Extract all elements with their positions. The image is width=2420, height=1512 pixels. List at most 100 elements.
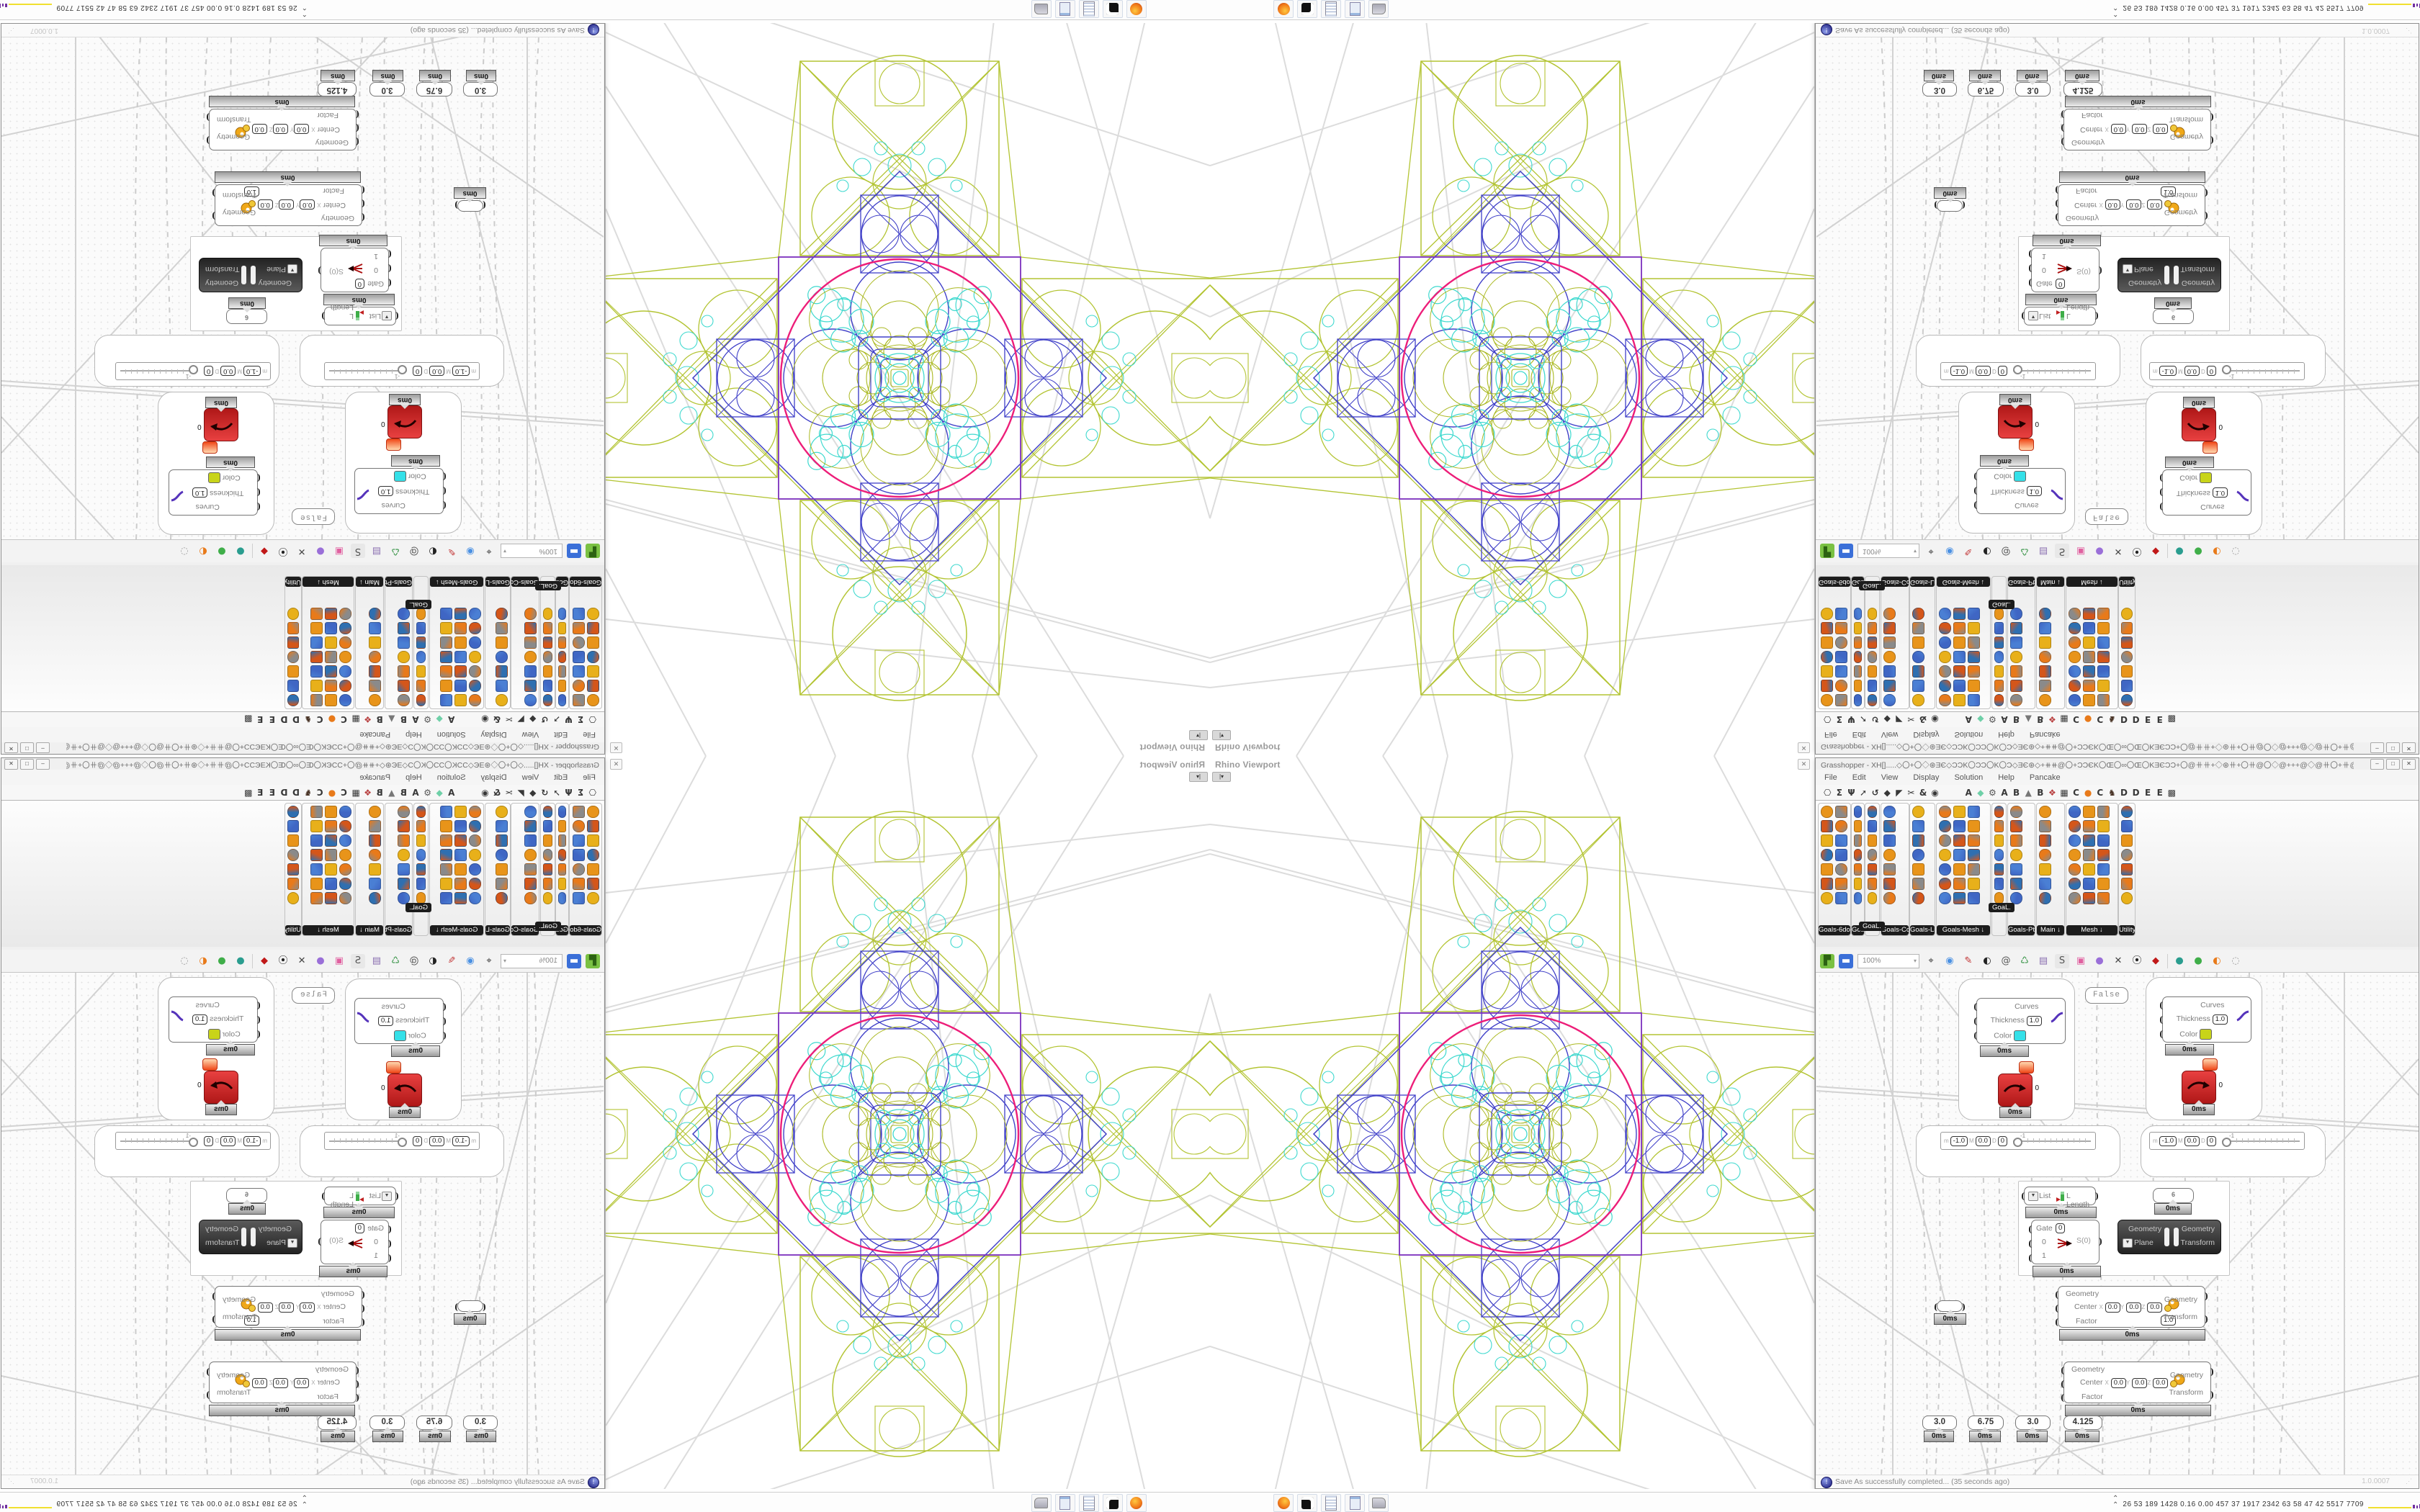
component-icon[interactable] <box>398 878 410 890</box>
component-icon[interactable] <box>1968 892 1980 904</box>
component-icon[interactable] <box>1912 665 1924 678</box>
component-icon[interactable] <box>1968 820 1980 832</box>
selection-circle-icon[interactable]: ◌ <box>180 955 189 966</box>
tab-plugin-14[interactable]: D <box>280 714 288 725</box>
tab-standard-0[interactable]: ⎔ <box>588 714 596 725</box>
search-icon[interactable]: S <box>2055 544 2069 559</box>
panel-label-Goals-6dof[interactable]: Goals-6dof <box>1819 925 1850 935</box>
component-icon[interactable] <box>2097 651 2110 663</box>
component-icon[interactable] <box>454 820 467 832</box>
component-icon[interactable] <box>543 694 552 706</box>
component-icon[interactable] <box>1883 636 1896 649</box>
tab-standard-7[interactable]: ✂ <box>505 787 513 798</box>
component-icon[interactable] <box>1994 622 2004 634</box>
tab-standard-0[interactable]: ⎔ <box>588 787 596 798</box>
component-icon[interactable] <box>2010 680 2022 692</box>
preview-mode-icon[interactable]: ◐ <box>429 955 437 966</box>
dna-icon[interactable]: ✕ <box>297 546 306 557</box>
component-icon[interactable] <box>454 694 467 706</box>
menu-item-pancake[interactable]: Pancake <box>2029 773 2061 782</box>
menu-item-edit[interactable]: Edit <box>554 730 568 739</box>
tab-standard-7[interactable]: ✂ <box>505 714 513 725</box>
component-icon[interactable] <box>398 820 410 832</box>
input-notch[interactable] <box>2056 199 2062 207</box>
component-icon[interactable] <box>310 636 323 649</box>
component-icon[interactable] <box>369 622 381 634</box>
number-slider[interactable]: m -1.0 M 0.0 D 0 -1 <box>115 362 271 380</box>
component-icon[interactable] <box>587 806 599 818</box>
sphere-orange-icon[interactable]: ◐ <box>199 955 207 966</box>
input-notch[interactable] <box>2029 250 2035 258</box>
tab-standard-3[interactable]: ➚ <box>552 787 560 798</box>
rhino-viewport[interactable]: Rhino Viewport |▾ ✕ <box>605 756 1210 1492</box>
component-icon[interactable] <box>2097 863 2110 876</box>
component-icon[interactable] <box>1912 849 1924 861</box>
component-icon[interactable] <box>1939 849 1951 861</box>
input-notch[interactable] <box>352 1380 359 1388</box>
component-icon[interactable] <box>2083 665 2095 678</box>
component-icon[interactable] <box>2039 636 2051 649</box>
component-icon[interactable] <box>1868 680 1877 692</box>
number-slider[interactable]: m -1.0 M 0.0 D 0 -1 <box>2149 362 2305 380</box>
component-icon[interactable] <box>2097 834 2110 847</box>
component-icon[interactable] <box>2121 680 2133 692</box>
component-icon[interactable] <box>1939 878 1951 890</box>
component-icon[interactable] <box>325 651 337 663</box>
tab-standard-5[interactable]: ◆ <box>529 787 537 798</box>
component-icon[interactable] <box>1854 694 1862 706</box>
component-icon[interactable] <box>2121 834 2133 847</box>
tab-standard-1[interactable]: Σ <box>1836 787 1842 798</box>
component-icon[interactable] <box>1968 806 1980 818</box>
balloon-icon[interactable]: ● <box>2095 955 2104 966</box>
tab-standard-4[interactable]: ↺ <box>541 714 549 725</box>
component-icon[interactable] <box>416 694 426 706</box>
component-icon[interactable] <box>1912 622 1924 634</box>
component-icon[interactable] <box>325 665 337 678</box>
panel-label-Main[interactable]: Main ↓ <box>356 925 383 935</box>
component-icon[interactable] <box>440 680 452 692</box>
grasshopper-titlebar[interactable]: Grasshopper - XH[].....◇〇+〇◇⊛ƎЄ◇ƆƆK〇ƆƆ〇K… <box>1816 758 2419 770</box>
preview-mode-icon[interactable]: ◐ <box>429 546 437 557</box>
sphere-teal-icon[interactable]: ● <box>2175 955 2184 966</box>
component-icon[interactable] <box>1868 651 1877 663</box>
tab-plugin-14[interactable]: D <box>2132 714 2140 725</box>
tab-plugin-17[interactable]: ▩ <box>244 787 253 798</box>
kangaroo-solver-component[interactable]: 0 <box>381 405 422 438</box>
preview-eye-icon[interactable]: ◉ <box>466 546 475 557</box>
tab-plugin-9[interactable]: C <box>2073 714 2079 725</box>
output-notch[interactable] <box>318 1238 325 1246</box>
color-swatch[interactable] <box>2200 1029 2213 1040</box>
component-icon[interactable] <box>440 622 452 634</box>
slider-track[interactable]: -1 <box>329 365 407 380</box>
component-icon[interactable] <box>2121 694 2133 706</box>
sketch-pen-icon[interactable]: ✎ <box>1964 546 1973 557</box>
component-icon[interactable] <box>454 622 467 634</box>
component-icon[interactable] <box>325 820 337 832</box>
custom-preview-component[interactable]: Curves Thickness 1.0 Color <box>1974 468 2066 514</box>
component-icon[interactable] <box>573 878 585 890</box>
zoom-extents-icon[interactable]: ⌖ <box>486 546 492 557</box>
component-icon[interactable] <box>2097 636 2110 649</box>
component-icon[interactable] <box>469 636 481 649</box>
component-icon[interactable] <box>287 680 299 692</box>
tab-plugin-13[interactable]: D <box>292 787 300 798</box>
component-icon[interactable] <box>310 665 323 678</box>
dark-app-taskbar-button[interactable] <box>1103 1494 1123 1512</box>
component-icon[interactable] <box>496 834 508 847</box>
component-icon[interactable] <box>1883 892 1896 904</box>
component-icon[interactable] <box>325 622 337 634</box>
component-icon[interactable] <box>398 694 410 706</box>
component-icon[interactable] <box>339 680 351 692</box>
tab-standard-8[interactable]: & <box>493 714 501 725</box>
tab-standard-0[interactable]: ⎔ <box>1824 787 1832 798</box>
thickness-value[interactable]: 1.0 <box>2212 487 2228 498</box>
component-icon[interactable] <box>543 820 552 832</box>
component-icon[interactable] <box>1854 878 1862 890</box>
component-icon[interactable] <box>440 694 452 706</box>
component-icon[interactable] <box>310 820 323 832</box>
panel-label-Utility[interactable]: Utility <box>2119 925 2135 935</box>
stream-filter-component[interactable]: Gate 0 0 1 S(0) <box>318 1220 391 1264</box>
component-icon[interactable] <box>2083 622 2095 634</box>
tab-plugin-17[interactable]: ▩ <box>244 714 253 725</box>
component-icon[interactable] <box>2010 636 2022 649</box>
